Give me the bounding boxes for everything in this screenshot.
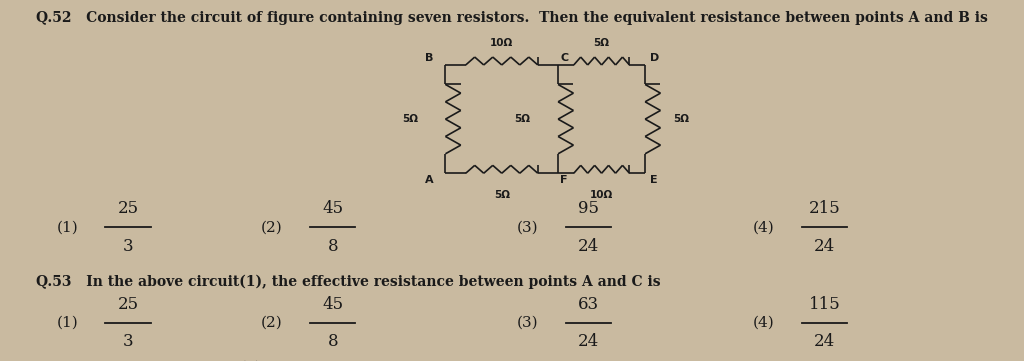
Text: 3: 3 (123, 333, 133, 350)
Text: F: F (560, 175, 567, 185)
Text: 215: 215 (808, 200, 841, 217)
Text: 5Ω: 5Ω (594, 38, 609, 48)
Text: 45: 45 (323, 200, 343, 217)
Text: E: E (650, 175, 657, 185)
Text: 24: 24 (579, 238, 599, 255)
Text: (3): (3) (517, 221, 539, 234)
Text: 3: 3 (123, 238, 133, 255)
Text: 24: 24 (579, 333, 599, 350)
Text: 5Ω: 5Ω (514, 114, 530, 124)
Text: (2): (2) (261, 316, 283, 330)
Text: D: D (650, 53, 659, 63)
Text: 95: 95 (579, 200, 599, 217)
Text: Q.53   In the above circuit(1), the effective resistance between points A and C : Q.53 In the above circuit(1), the effect… (36, 274, 660, 289)
Text: 25: 25 (118, 200, 138, 217)
Text: 10Ω: 10Ω (490, 38, 513, 48)
Text: (1): (1) (56, 316, 78, 330)
Text: B: B (425, 53, 433, 63)
Text: 24: 24 (814, 333, 835, 350)
Text: 8: 8 (328, 333, 338, 350)
Text: 8: 8 (328, 238, 338, 255)
Text: 24: 24 (814, 238, 835, 255)
Text: (2): (2) (261, 221, 283, 234)
Text: 25: 25 (118, 296, 138, 313)
Text: A: A (425, 175, 433, 185)
Text: C: C (560, 53, 568, 63)
Text: (4): (4) (753, 221, 774, 234)
Text: 63: 63 (579, 296, 599, 313)
Text: 10Ω: 10Ω (590, 190, 613, 200)
Text: 5Ω: 5Ω (401, 114, 418, 124)
Text: 45: 45 (323, 296, 343, 313)
Text: Q.52   Consider the circuit of figure containing seven resistors.  Then the equi: Q.52 Consider the circuit of figure cont… (36, 11, 988, 25)
Text: 5Ω: 5Ω (494, 190, 510, 200)
Text: (1): (1) (56, 221, 78, 234)
Text: (4): (4) (753, 316, 774, 330)
Text: 115: 115 (808, 296, 841, 313)
Text: (3): (3) (517, 316, 539, 330)
Text: 5Ω: 5Ω (673, 114, 689, 124)
